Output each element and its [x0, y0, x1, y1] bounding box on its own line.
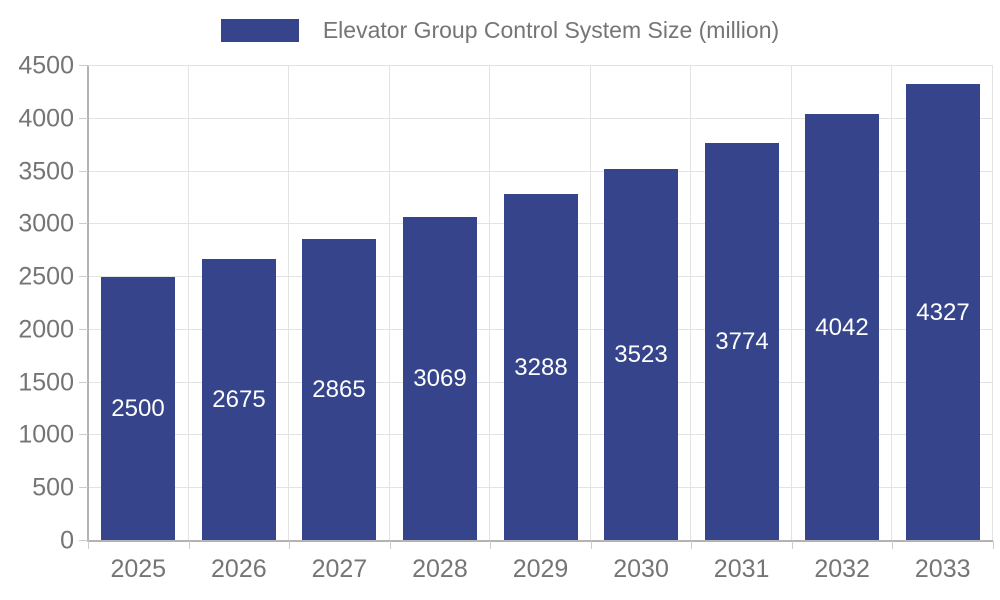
gridline-vertical	[288, 66, 289, 541]
bar: 3069	[403, 217, 477, 541]
y-axis-tick-mark	[79, 434, 88, 436]
gridline-vertical	[489, 66, 490, 541]
x-axis-tick-mark	[490, 541, 491, 549]
gridline-vertical	[188, 66, 189, 541]
gridline-vertical	[690, 66, 691, 541]
y-axis-tick-label: 4000	[18, 104, 74, 133]
bar-value-label: 3523	[614, 341, 668, 368]
y-axis-tick-label: 3000	[18, 209, 74, 238]
x-axis-tick-label: 2026	[211, 555, 267, 583]
x-axis-tick-mark	[289, 541, 290, 549]
y-axis-tick-label: 500	[32, 473, 74, 502]
legend: Elevator Group Control System Size (mill…	[0, 17, 1000, 44]
x-axis-tick-label: 2031	[713, 555, 770, 583]
gridline-vertical	[891, 66, 892, 541]
plot-area: 2500 2675 2865 3069 3288 3523 3774 4042 4327	[88, 65, 993, 541]
x-axis-tick-label: 2033	[914, 555, 971, 583]
bar-value-label: 2675	[212, 386, 266, 413]
y-axis-tick-label: 0	[60, 526, 74, 555]
y-axis-tick-mark	[79, 540, 88, 541]
bar-value-label: 3288	[514, 353, 568, 381]
bar: 2500	[101, 277, 175, 541]
y-axis-tick-label: 2500	[18, 262, 74, 291]
y-axis-tick-label: 1500	[18, 368, 74, 397]
bar: 2675	[202, 259, 276, 541]
y-axis-tick-label: 1000	[18, 420, 74, 449]
x-axis-tick-label: 2027	[311, 555, 368, 583]
y-axis-tick-mark	[79, 170, 88, 172]
y-axis-tick-label: 4500	[18, 51, 74, 80]
gridline-horizontal	[88, 117, 993, 119]
bar-value-label: 4327	[916, 298, 970, 326]
gridline-vertical	[590, 66, 591, 541]
bar-value-label: 2500	[111, 395, 165, 422]
bar-value-label: 4042	[815, 313, 869, 341]
gridline-horizontal	[88, 65, 993, 66]
x-axis-tick-mark	[892, 541, 893, 549]
x-axis-tick-label: 2028	[412, 555, 468, 583]
x-axis-tick-mark	[189, 541, 190, 549]
legend-swatch	[220, 19, 299, 42]
x-axis-tick-label: 2029	[512, 555, 569, 583]
bar: 3774	[705, 143, 779, 541]
bar: 4327	[906, 84, 980, 541]
x-axis-tick-mark	[591, 541, 592, 549]
gridline-horizontal	[88, 170, 993, 172]
bar-value-label: 3069	[413, 365, 467, 392]
bar: 3523	[604, 169, 678, 541]
x-axis-tick-mark	[993, 541, 994, 549]
y-axis-tick-label: 2000	[18, 315, 74, 344]
bar: 4042	[805, 114, 879, 541]
x-axis-tick-mark	[691, 541, 692, 549]
y-axis-tick-label: 3500	[18, 157, 74, 186]
y-axis-tick-mark	[79, 117, 88, 119]
x-axis-tick-label: 2030	[613, 555, 669, 583]
x-axis-line	[87, 540, 993, 542]
x-axis-tick-mark	[792, 541, 793, 549]
gridline-vertical	[791, 66, 792, 541]
gridline-vertical	[992, 66, 993, 541]
y-axis-tick-mark	[79, 381, 88, 383]
bar: 3288	[504, 194, 578, 541]
bar-value-label: 2865	[312, 376, 366, 403]
y-axis-tick-mark	[79, 65, 88, 66]
x-axis-tick-label: 2025	[110, 555, 167, 583]
x-axis-tick-mark	[390, 541, 391, 549]
y-axis-line	[87, 66, 89, 542]
bar: 2865	[302, 239, 376, 541]
y-axis-tick-mark	[79, 328, 88, 330]
x-axis-tick-mark	[88, 541, 89, 549]
bar-value-label: 3774	[715, 328, 769, 355]
gridline-vertical	[389, 66, 390, 541]
legend-label: Elevator Group Control System Size (mill…	[322, 17, 780, 43]
x-axis-tick-label: 2032	[814, 555, 870, 583]
y-axis-tick-mark	[79, 487, 88, 489]
y-axis-tick-mark	[79, 276, 88, 278]
y-axis-tick-mark	[79, 223, 88, 225]
